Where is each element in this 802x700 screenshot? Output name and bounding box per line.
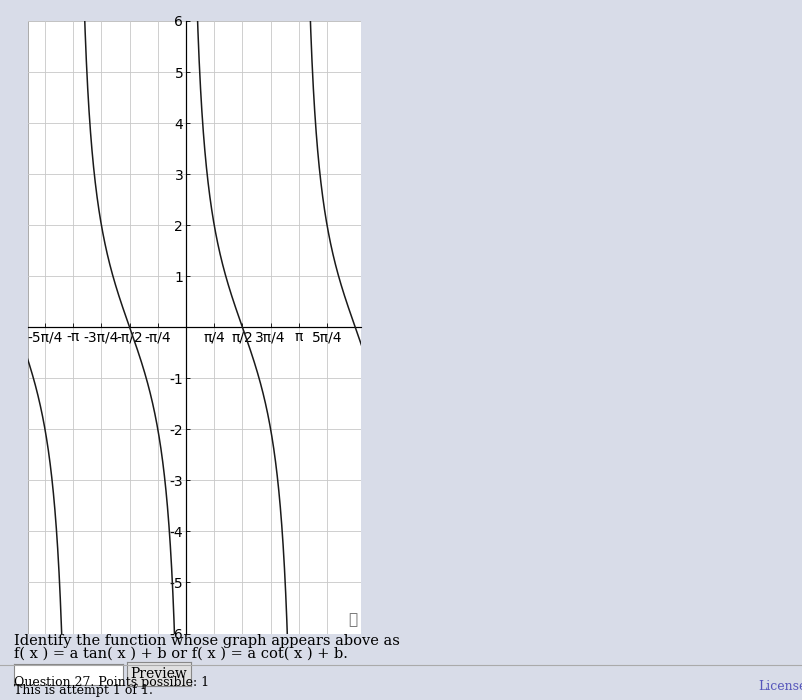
Text: License: License	[758, 680, 802, 693]
Bar	[28, 21, 361, 634]
Text: Identify the function whose graph appears above as: Identify the function whose graph appear…	[14, 634, 400, 648]
Text: This is attempt 1 of 1.: This is attempt 1 of 1.	[14, 685, 153, 697]
Text: Preview: Preview	[131, 667, 187, 681]
Text: f( x ) = a tan( x ) + b or f( x ) = a cot( x ) + b.: f( x ) = a tan( x ) + b or f( x ) = a co…	[14, 647, 348, 661]
Text: ⌕: ⌕	[348, 612, 358, 627]
Text: Question 27. Points possible: 1: Question 27. Points possible: 1	[14, 676, 209, 689]
